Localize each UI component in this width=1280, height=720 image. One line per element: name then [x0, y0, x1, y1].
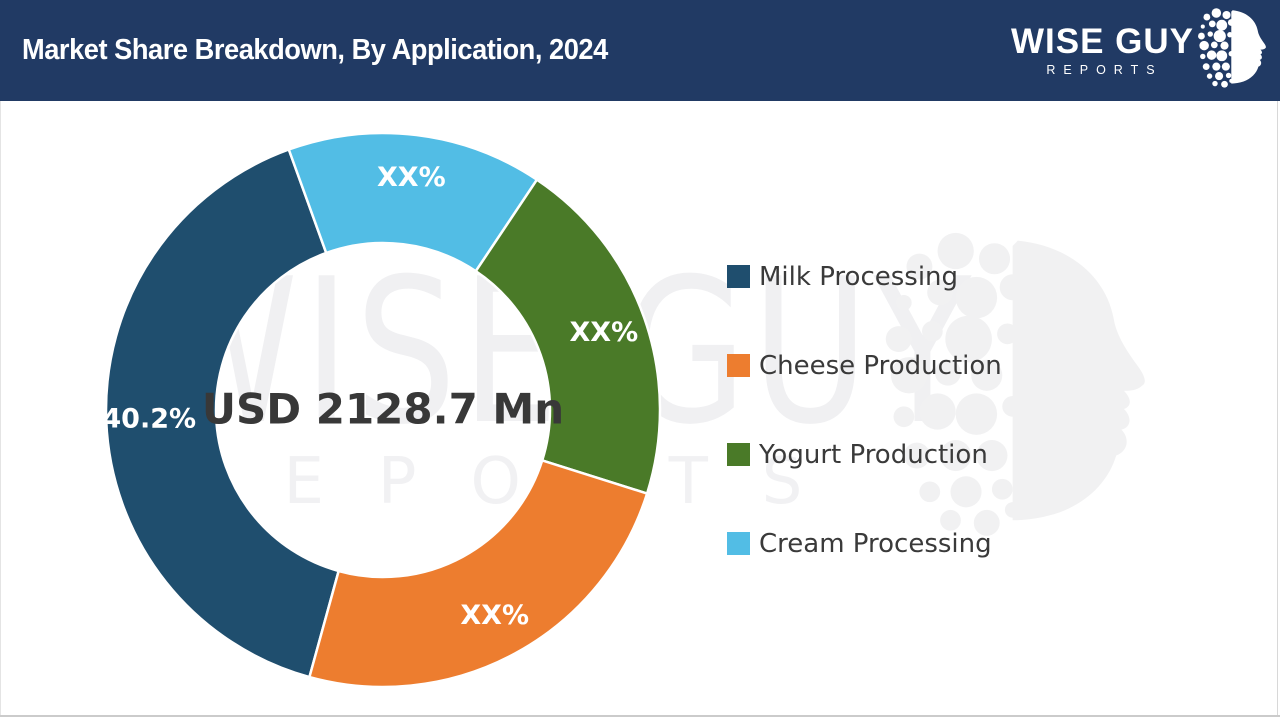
- slice-cheese-production: [308, 459, 649, 689]
- chart-area: 40.2% XX% XX% XX% USD 2128.7 Mn Milk Proces…: [0, 101, 1280, 716]
- right-border-line: [1277, 101, 1278, 715]
- legend-swatch-milk-processing: [727, 265, 750, 288]
- slice-label-milk-processing: 40.2%: [103, 404, 196, 435]
- legend-label: Yogurt Production: [759, 439, 988, 470]
- slice-label-cream-processing: XX%: [377, 162, 446, 193]
- brand-name: WISE GUY: [1010, 22, 1194, 62]
- legend-swatch-cream-processing: [727, 532, 750, 555]
- slice-label-cheese-production: XX%: [460, 600, 529, 631]
- brand-subtitle: REPORTS: [1046, 63, 1163, 78]
- brand-logo: WISE GUY REPORTS: [1011, 6, 1272, 96]
- slice-label-yogurt-production: XX%: [569, 317, 638, 348]
- legend-item-cream-processing: Cream Processing: [727, 528, 1002, 559]
- legend-item-milk-processing: Milk Processing: [727, 261, 1002, 292]
- bottom-border-line: [0, 715, 1280, 717]
- wiseguy-head-icon: [1198, 7, 1266, 88]
- legend: Milk Processing Cheese Production Yogurt…: [727, 261, 1002, 559]
- slice-milk-processing: [104, 148, 340, 679]
- header-bar: Market Share Breakdown, By Application, …: [0, 0, 1280, 101]
- donut-chart: 40.2% XX% XX% XX%: [103, 131, 662, 689]
- legend-label: Milk Processing: [759, 261, 959, 292]
- legend-label: Cream Processing: [759, 528, 992, 559]
- page-title: Market Share Breakdown, By Application, …: [22, 34, 608, 66]
- left-border-line: [0, 101, 1, 715]
- slice-yogurt-production: [474, 178, 662, 495]
- watermark-reports-text: REPORTS: [185, 445, 857, 519]
- center-value-label: USD 2128.7 Mn: [201, 384, 565, 434]
- legend-item-cheese-production: Cheese Production: [727, 350, 1002, 381]
- legend-swatch-cheese-production: [727, 354, 750, 377]
- legend-swatch-yogurt-production: [727, 443, 750, 466]
- legend-label: Cheese Production: [759, 350, 1002, 381]
- legend-item-yogurt-production: Yogurt Production: [727, 439, 1002, 470]
- brand-text: WISE GUY REPORTS: [1011, 24, 1194, 77]
